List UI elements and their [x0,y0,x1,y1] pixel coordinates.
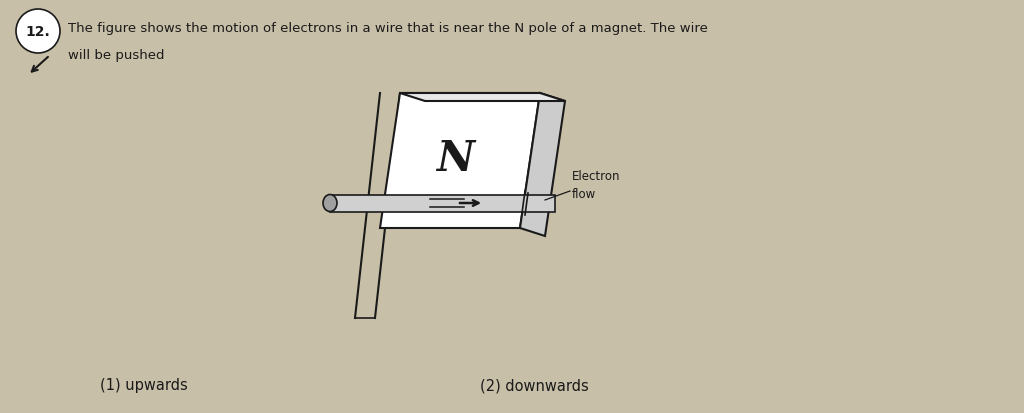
Text: (1) upwards: (1) upwards [100,377,187,392]
Text: (2) downwards: (2) downwards [480,377,589,392]
Polygon shape [520,94,565,236]
Text: will be pushed: will be pushed [68,50,165,62]
Polygon shape [330,195,555,212]
Text: Electron
flow: Electron flow [572,170,621,201]
Circle shape [16,10,60,54]
Polygon shape [400,94,565,102]
Text: The figure shows the motion of electrons in a wire that is near the N pole of a : The figure shows the motion of electrons… [68,22,708,36]
Ellipse shape [323,195,337,212]
Text: 12.: 12. [26,25,50,39]
Polygon shape [380,94,540,228]
Text: N: N [436,138,474,180]
